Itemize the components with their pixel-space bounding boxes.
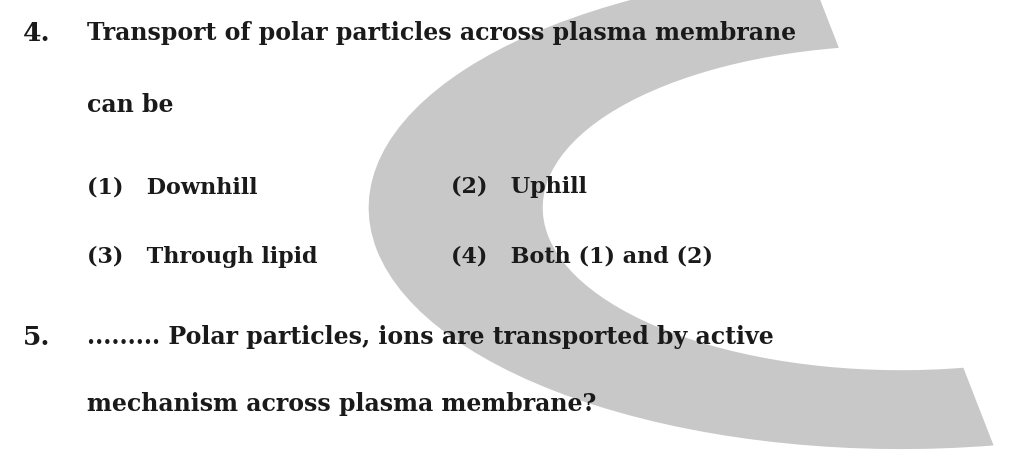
Text: (3)   Through lipid: (3) Through lipid: [87, 245, 317, 268]
Text: (4)   Both (1) and (2): (4) Both (1) and (2): [451, 245, 713, 267]
Text: (2)   Uphill: (2) Uphill: [451, 176, 587, 198]
Text: mechanism across plasma membrane?: mechanism across plasma membrane?: [87, 391, 596, 415]
Text: can be: can be: [87, 93, 173, 117]
Text: 5.: 5.: [23, 324, 50, 349]
Text: (1)   Downhill: (1) Downhill: [87, 176, 258, 198]
Text: 4.: 4.: [23, 21, 50, 46]
Text: Transport of polar particles across plasma membrane: Transport of polar particles across plas…: [87, 21, 797, 45]
Text: ......... Polar particles, ions are transported by active: ......... Polar particles, ions are tran…: [87, 324, 774, 348]
Wedge shape: [369, 0, 993, 449]
